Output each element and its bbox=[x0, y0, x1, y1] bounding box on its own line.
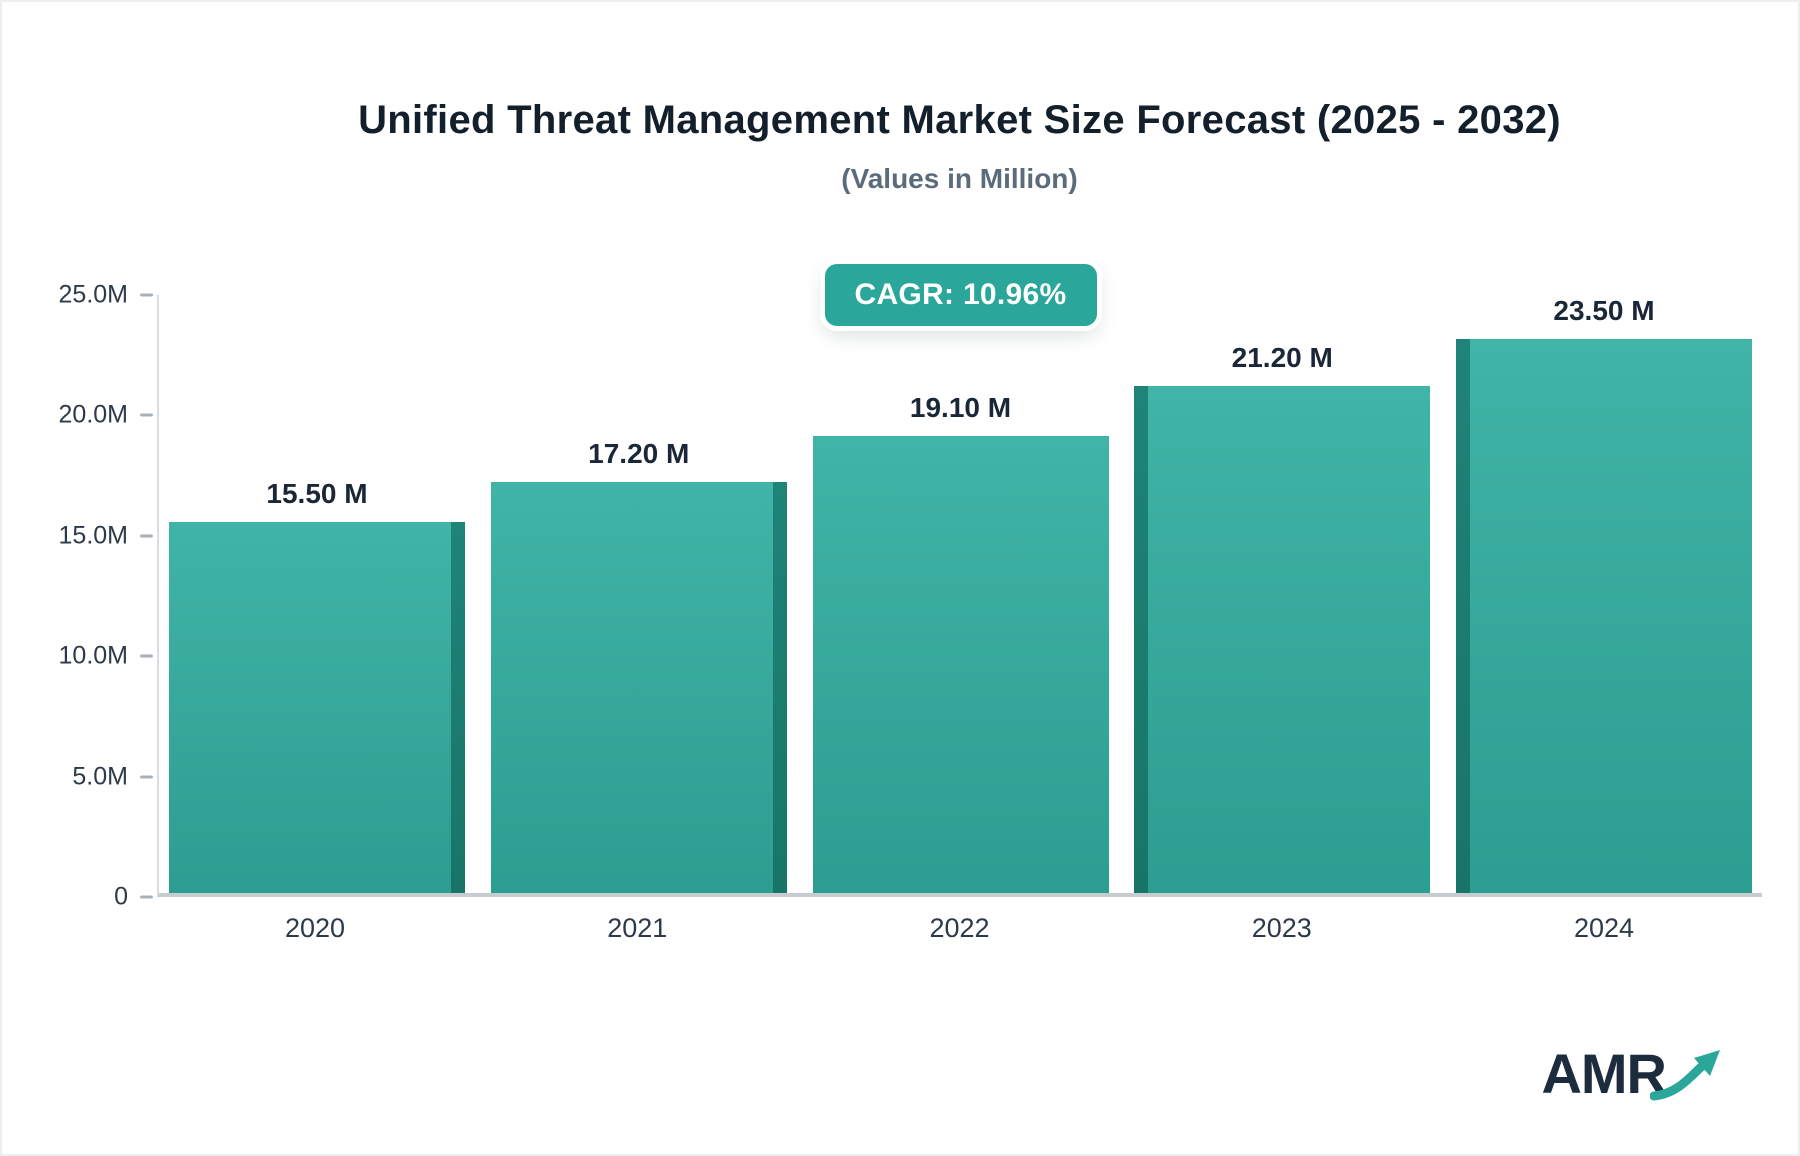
chart-subtitle: (Values in Million) bbox=[841, 163, 1078, 194]
y-tick: 25.0M bbox=[59, 281, 153, 310]
x-tick-label: 2021 bbox=[607, 913, 668, 943]
x-tick-label: 2022 bbox=[929, 913, 990, 943]
amr-logo-text: AMR bbox=[1541, 1041, 1667, 1105]
y-tick: 0 bbox=[114, 883, 153, 912]
bar-column-2024: 23.50 M bbox=[1456, 295, 1752, 893]
bar-2023 bbox=[1134, 385, 1431, 894]
y-tick-mark bbox=[140, 534, 153, 538]
y-tick: 10.0M bbox=[59, 642, 153, 671]
y-tick-label: 20.0M bbox=[58, 400, 128, 429]
y-tick: 20.0M bbox=[59, 401, 153, 430]
bar-value-label: 17.20 M bbox=[588, 437, 690, 469]
y-axis: 25.0M 20.0M 15.0M 10.0M 5.0M 0 bbox=[22, 281, 157, 911]
chart-area: 25.0M 20.0M 15.0M 10.0M 5.0M 0 CAGR: 10.96% 1… bbox=[22, 264, 1762, 944]
x-tick-label: 2023 bbox=[1251, 913, 1312, 943]
y-tick: 15.0M bbox=[59, 521, 153, 550]
bar-2021 bbox=[490, 481, 787, 894]
bar-column-2021: 17.20 M bbox=[490, 295, 787, 894]
y-tick-label: 5.0M bbox=[72, 762, 128, 791]
chart-title: Unified Threat Management Market Size Fo… bbox=[358, 98, 1561, 142]
bar-value-label: 15.50 M bbox=[266, 478, 368, 510]
amr-logo: AMR bbox=[1541, 1040, 1728, 1106]
bar-2024 bbox=[1456, 339, 1752, 893]
y-tick-label: 0 bbox=[114, 882, 128, 911]
bar-column-2020: 15.50 M bbox=[169, 295, 465, 893]
y-tick-mark bbox=[140, 293, 153, 297]
y-tick-mark bbox=[140, 775, 153, 779]
x-tick-label: 2020 bbox=[284, 913, 346, 943]
y-tick-label: 15.0M bbox=[58, 521, 128, 550]
x-axis: 2020 2021 2022 2023 2024 bbox=[157, 897, 1762, 944]
bar-column-2023: 21.20 M bbox=[1134, 295, 1431, 894]
y-tick-mark bbox=[140, 654, 153, 658]
y-tick-label: 25.0M bbox=[58, 280, 128, 309]
x-tick-label: 2024 bbox=[1573, 913, 1635, 943]
y-tick-mark bbox=[140, 895, 153, 899]
y-tick: 5.0M bbox=[72, 762, 153, 791]
bar-column-2022: 19.10 M bbox=[812, 295, 1109, 893]
bar-2020 bbox=[169, 522, 465, 893]
y-tick-mark bbox=[140, 413, 153, 417]
bar-2022 bbox=[812, 436, 1109, 893]
y-tick-label: 10.0M bbox=[58, 641, 128, 670]
bar-value-label: 19.10 M bbox=[909, 392, 1012, 424]
plot-area: CAGR: 10.96% 15.50 M 17.20 M 19.10 M 21.20 … bbox=[157, 264, 1762, 897]
chart-header: Unified Threat Management Market Size Fo… bbox=[157, 98, 1762, 195]
plot-wrap: 25.0M 20.0M 15.0M 10.0M 5.0M 0 CAGR: 10.96% 1… bbox=[22, 264, 1762, 911]
cagr-badge: CAGR: 10.96% bbox=[824, 264, 1097, 326]
bar-value-label: 21.20 M bbox=[1231, 341, 1333, 373]
bar-value-label: 23.50 M bbox=[1553, 295, 1655, 326]
amr-logo-arrow-icon bbox=[1650, 1050, 1720, 1101]
